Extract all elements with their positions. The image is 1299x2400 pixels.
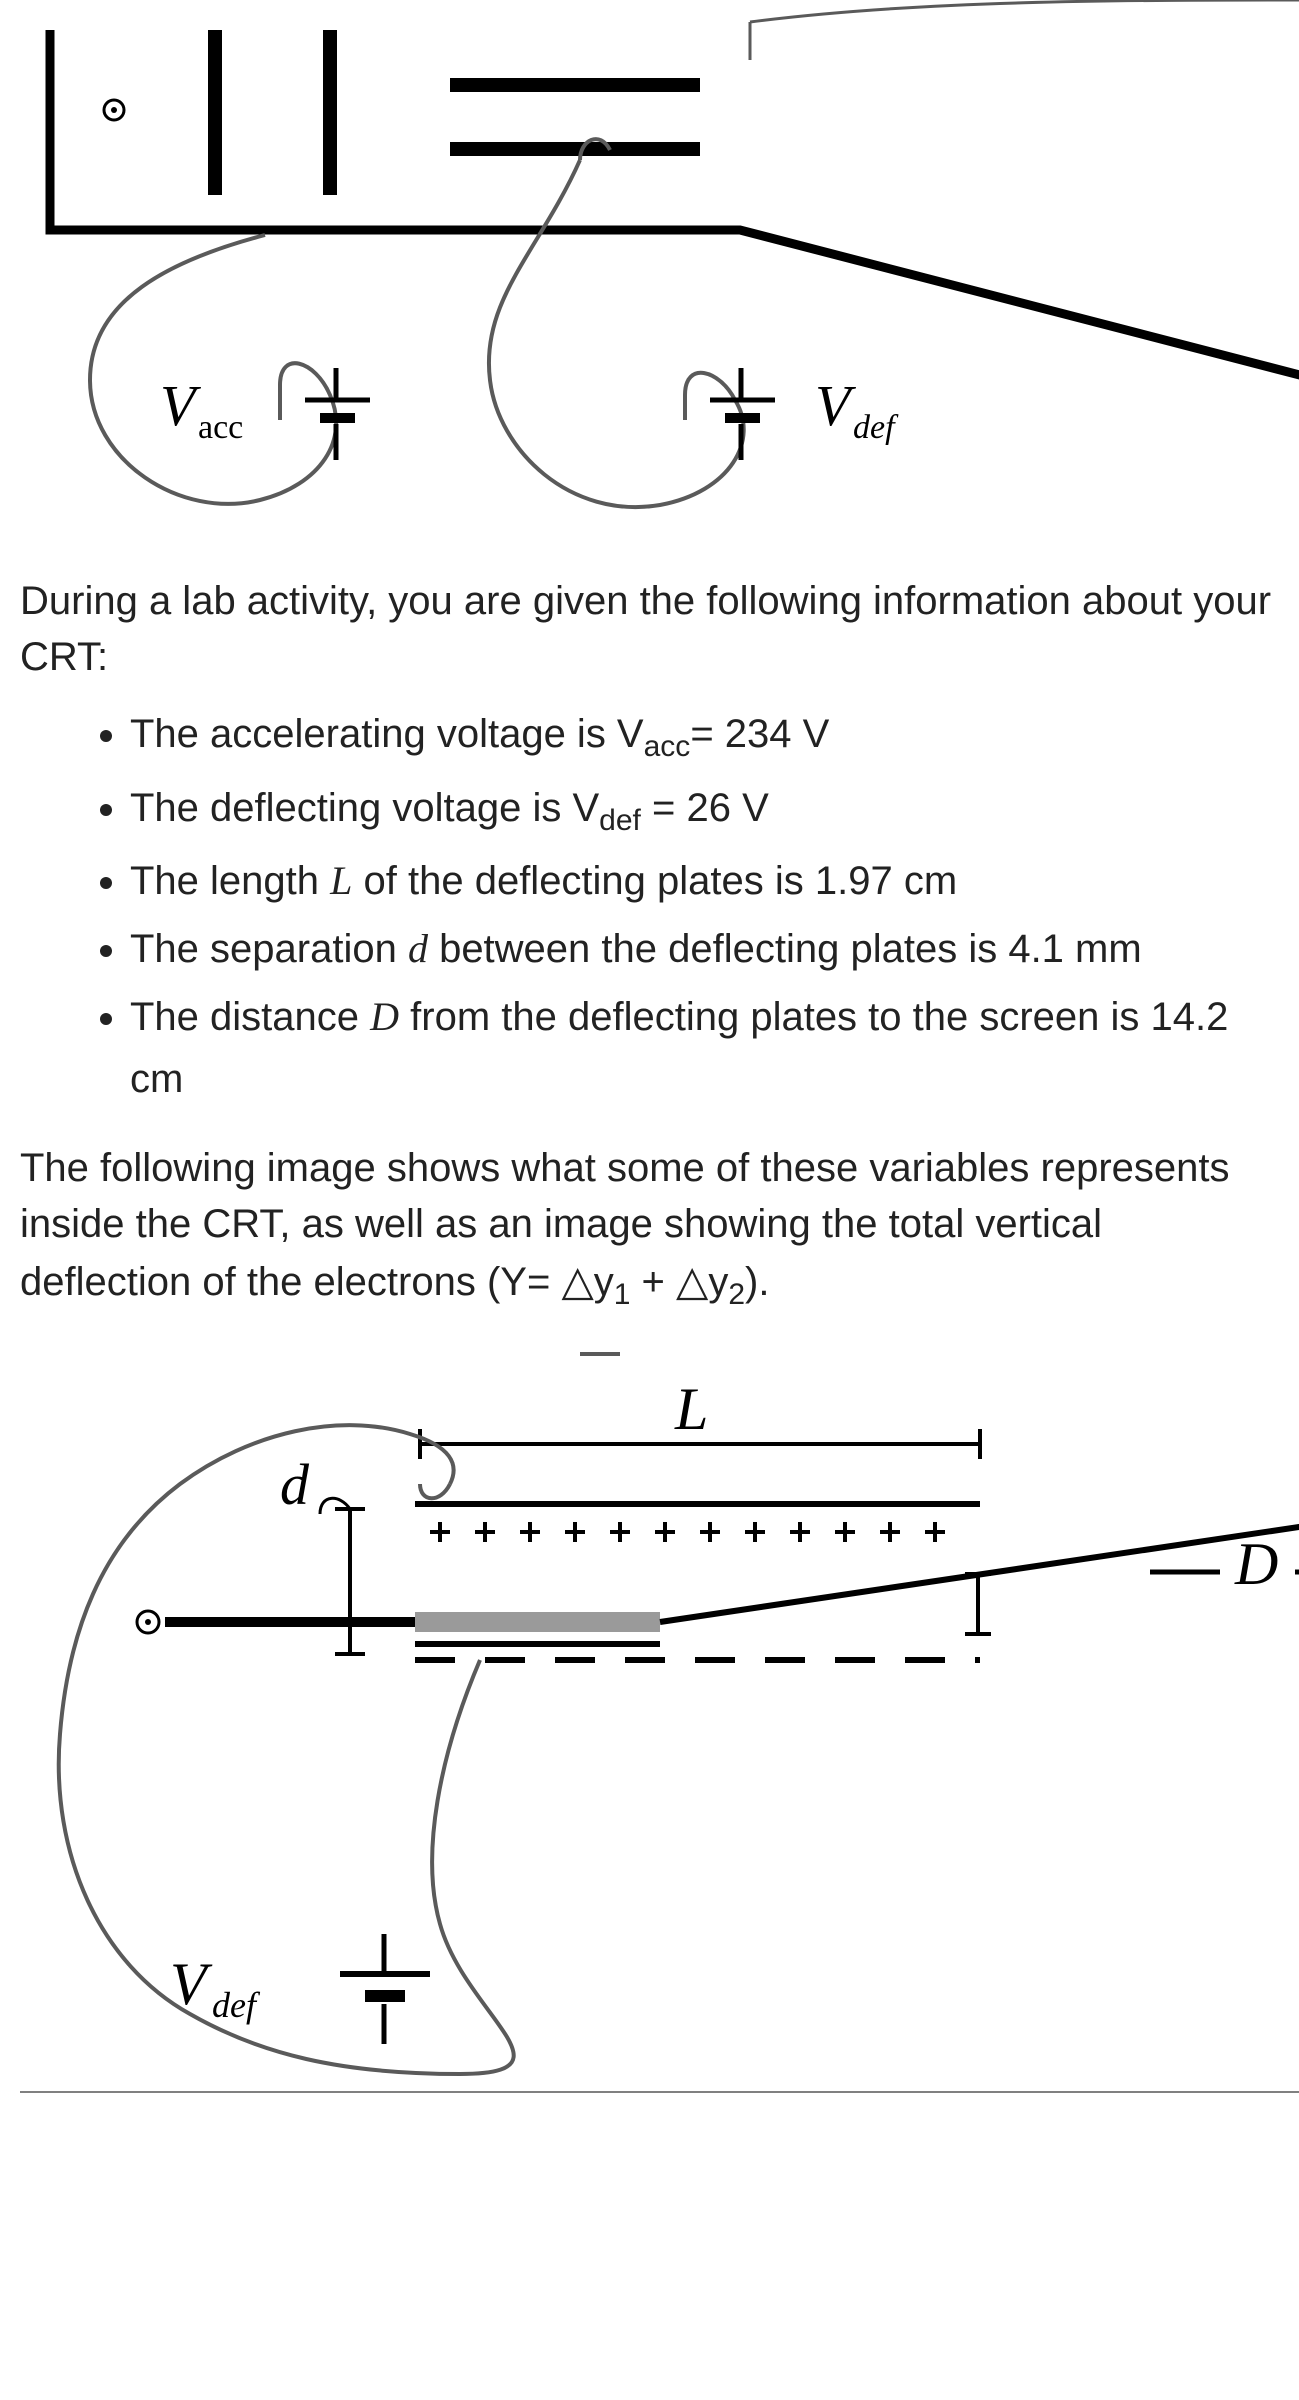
italic-var: L	[330, 858, 352, 903]
delta-2: △	[676, 1257, 708, 1304]
svg-text:acc: acc	[198, 409, 243, 446]
bullet-text-post: of the deflecting plates is 1.97 cm	[352, 859, 957, 903]
plus: +	[630, 1260, 676, 1304]
crt-diagram-1: V acc V def	[20, 0, 1299, 540]
svg-text:D: D	[1234, 1531, 1278, 1597]
svg-text:V: V	[160, 373, 202, 438]
list-item: The length L of the deflecting plates is…	[130, 850, 1279, 912]
list-item: The separation d between the deflecting …	[130, 918, 1279, 980]
y1-sub: 1	[614, 1278, 631, 1311]
list-item: The accelerating voltage is Vacc= 234 V	[130, 703, 1279, 771]
y1: y	[594, 1260, 614, 1304]
subscript: acc	[644, 730, 691, 763]
list-item: The deflecting voltage is Vdef = 26 V	[130, 777, 1279, 845]
bullet-text-post: between the deflecting plates is 4.1 mm	[428, 927, 1142, 971]
bullet-text: The length	[130, 859, 330, 903]
delta-1: △	[561, 1257, 593, 1304]
bullet-text-post: = 234 V	[690, 712, 829, 756]
crt-info-list: The accelerating voltage is Vacc= 234 V …	[20, 703, 1279, 1110]
bullet-text: The separation	[130, 927, 408, 971]
plus-charges	[430, 1522, 945, 1542]
intro-paragraph: During a lab activity, you are given the…	[20, 573, 1279, 685]
y2-sub: 2	[728, 1278, 745, 1311]
crt-diagram-2: L d	[20, 1334, 1299, 2094]
figure-1: V acc V def	[20, 0, 1279, 545]
bullet-text: The accelerating voltage is V	[130, 712, 644, 756]
italic-var: d	[408, 926, 428, 971]
italic-var: D	[370, 994, 399, 1039]
list-item: The distance D from the deflecting plate…	[130, 986, 1279, 1110]
svg-text:V: V	[815, 373, 857, 438]
svg-text:def: def	[212, 1985, 261, 2025]
subscript: def	[599, 804, 641, 837]
figure-2: L d	[20, 1334, 1279, 2099]
y2: y	[708, 1260, 728, 1304]
bullet-text: The deflecting voltage is V	[130, 786, 599, 830]
page: V acc V def During a lab activity, you a…	[0, 0, 1299, 2139]
mid-paragraph: The following image shows what some of t…	[20, 1140, 1279, 1316]
mid-end: ).	[745, 1260, 769, 1304]
svg-text:def: def	[853, 409, 899, 446]
svg-text:V: V	[170, 1951, 213, 2017]
bullet-text: The distance	[130, 995, 370, 1039]
svg-text:d: d	[280, 1452, 310, 1517]
bullet-text-post: = 26 V	[641, 786, 769, 830]
svg-text:L: L	[674, 1376, 708, 1442]
